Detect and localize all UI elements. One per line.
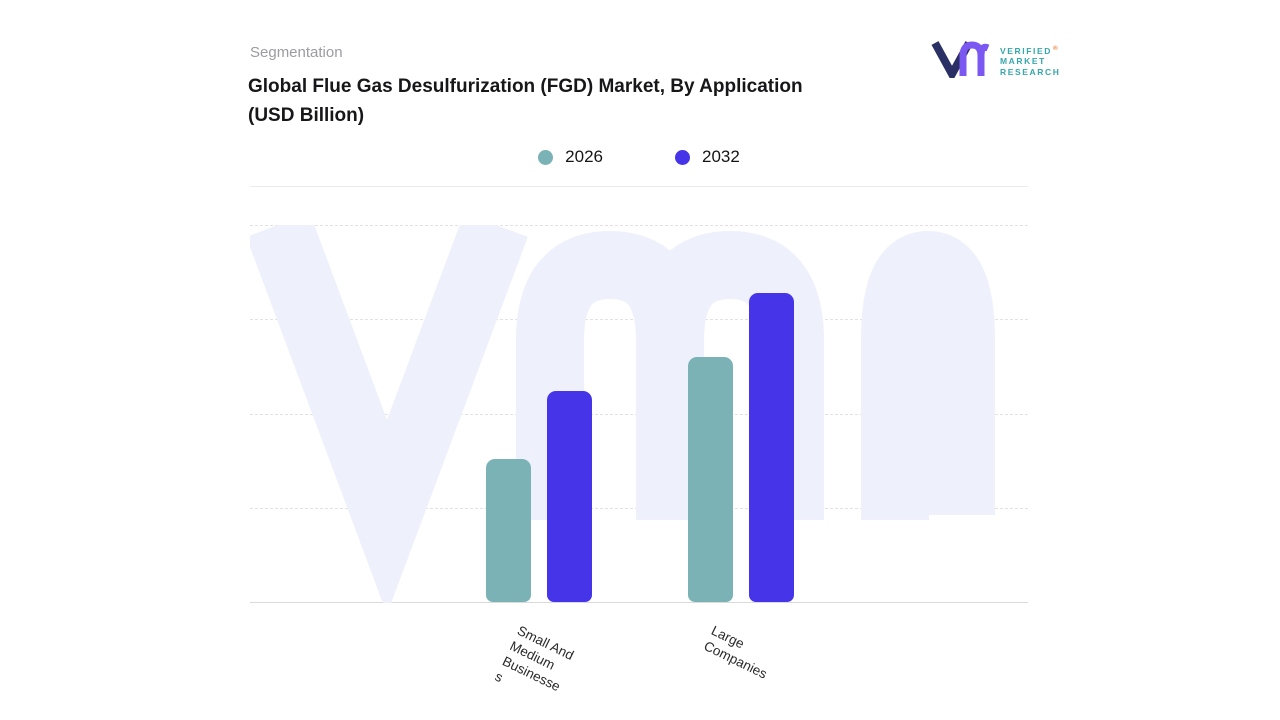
page-title: Global Flue Gas Desulfurization (FGD) Ma… [248, 76, 803, 126]
vmr-logo-mark-icon [931, 41, 990, 78]
legend-item-2032: 2032 [675, 147, 740, 167]
registered-mark: ® [1053, 45, 1058, 52]
logo-line-verified: VERIFIED® [1000, 45, 1058, 56]
vmr-watermark-icon [250, 225, 995, 603]
gridline [250, 225, 1028, 226]
x-axis-label-large: Large Companies [701, 622, 770, 682]
logo-line-research: RESEARCH [1000, 66, 1061, 77]
vmr-logo-text: VERIFIED® MARKET RESEARCH [1000, 44, 1061, 77]
x-axis-label-smb: Small And Medium Businesses [492, 622, 577, 695]
bar-group-large [688, 225, 794, 602]
legend-swatch-2032 [675, 149, 690, 165]
bar-smb-2032 [547, 390, 592, 602]
bar-group-smb [486, 225, 592, 602]
bar-chart-plot-area [250, 225, 1028, 603]
bar-large-2026 [688, 356, 733, 602]
legend-swatch-2026 [538, 149, 554, 165]
legend-label-2032: 2032 [702, 147, 740, 166]
bar-smb-2026 [486, 458, 531, 602]
vmr-logo: VERIFIED® MARKET RESEARCH [930, 36, 1061, 78]
header-divider [250, 186, 1028, 187]
legend-item-2026: 2026 [538, 147, 603, 167]
legend-label-2026: 2026 [565, 147, 603, 166]
segmentation-label: Segmentation [250, 44, 343, 61]
chart-legend: 2026 2032 [250, 147, 1028, 167]
bar-large-2032 [749, 292, 794, 602]
logo-line-market: MARKET [1000, 56, 1046, 67]
